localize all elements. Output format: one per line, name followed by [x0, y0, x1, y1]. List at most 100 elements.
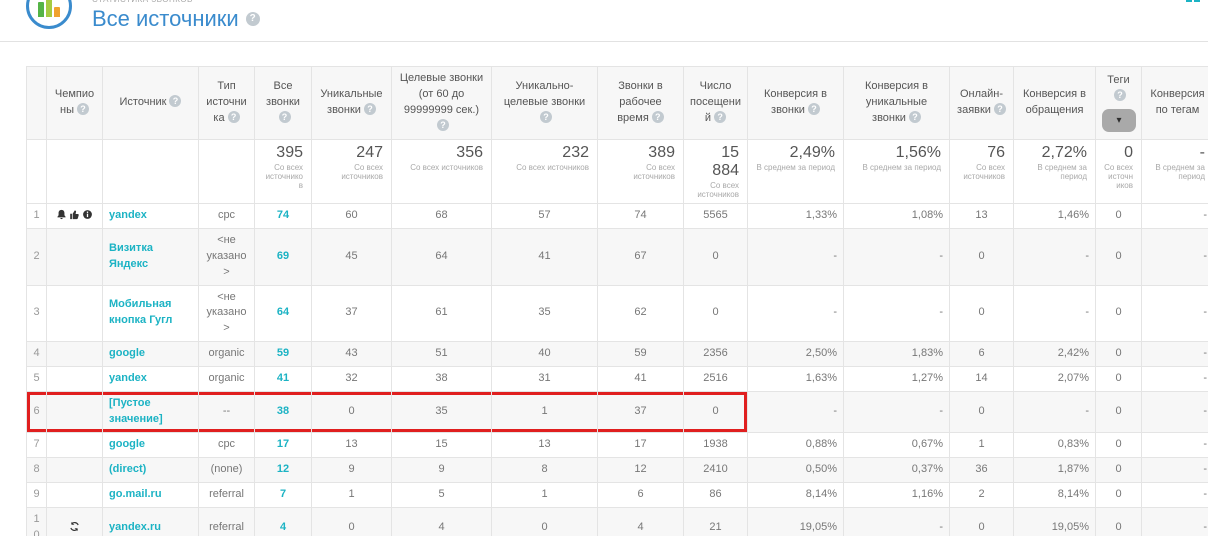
question-icon[interactable]: ? — [278, 110, 291, 123]
question-icon[interactable]: ? — [908, 110, 921, 123]
calls-link[interactable]: 38 — [276, 405, 290, 418]
report-header: СТАТИСТИКА ЗВОНКОВ Все источники ? — [0, 0, 1208, 33]
calls-link[interactable]: 41 — [276, 372, 290, 385]
cell-champions — [46, 457, 103, 483]
question-icon[interactable]: ? — [76, 102, 89, 115]
source-link[interactable]: (direct) — [109, 463, 147, 475]
cell-source: Мобильная кнопка Гугл — [102, 284, 199, 343]
question-icon[interactable]: ? — [807, 102, 820, 115]
cell-target_calls-highlighted: 35 — [391, 391, 492, 434]
cell-unique_calls: 1 — [311, 481, 392, 508]
cell-visits-highlighted: 0 — [683, 391, 748, 434]
total-caption: В среднем за период — [1037, 162, 1087, 181]
chevron-down-icon: ▾ — [1116, 114, 1122, 126]
column-label: Звонки в рабочее время — [617, 79, 663, 124]
question-icon[interactable]: ? — [169, 94, 182, 107]
cell-source: yandex — [102, 366, 199, 393]
column-label: Уникально-целевые звонки — [503, 79, 586, 108]
column-header-type[interactable]: Тип источника? — [198, 66, 255, 140]
calls-link[interactable]: 74 — [276, 208, 290, 221]
calls-link[interactable]: 69 — [276, 249, 290, 262]
total-value: 395 — [276, 143, 303, 161]
question-icon[interactable]: ? — [540, 110, 552, 123]
question-icon[interactable]: ? — [714, 110, 727, 123]
cell-calls: 41 — [254, 366, 312, 393]
question-icon[interactable]: ? — [437, 118, 449, 131]
calls-link[interactable]: 4 — [279, 520, 287, 533]
cell-unique_calls: 43 — [311, 341, 392, 368]
cell-conv_unique_calls: 1,83% — [843, 341, 950, 368]
question-icon[interactable]: ? — [227, 110, 240, 123]
source-link[interactable]: yandex — [109, 372, 147, 385]
cell-conv_unique_calls: - — [843, 284, 950, 343]
cell-online_orders: 13 — [949, 202, 1014, 229]
column-header-source[interactable]: Источник? — [102, 66, 199, 140]
calls-link[interactable]: 64 — [276, 306, 290, 319]
total-caption: Со всех источников — [410, 162, 483, 172]
cell-tags: 0 — [1095, 202, 1142, 229]
table-row: 4 google organic 59 43 51 40 59 2356 2,50% 1,83% 6 2… — [26, 341, 1208, 368]
column-header-worktime_calls[interactable]: Звонки в рабочее время? — [597, 66, 684, 140]
column-label: Тип источника — [206, 79, 247, 124]
source-link[interactable]: Мобильная кнопка Гугл — [109, 298, 173, 327]
cell-source: Визитка Яндекс — [102, 227, 199, 286]
column-header-unique_target_calls[interactable]: Уникально-целевые звонки? — [491, 66, 598, 140]
calls-link[interactable]: 12 — [276, 463, 290, 475]
column-header-conv_unique_calls[interactable]: Конверсия в уникальные звонки? — [843, 66, 950, 140]
total-online_orders: 76 Со всех источников — [949, 138, 1014, 204]
column-header-conv_by_tags[interactable]: Конверсия по тегам — [1141, 66, 1208, 140]
cell-source: (direct) — [102, 457, 199, 483]
calls-link[interactable]: 7 — [279, 487, 287, 500]
column-header-calls[interactable]: Все звонки? — [254, 66, 312, 140]
report-section-label: СТАТИСТИКА ЗВОНКОВ — [92, 0, 1208, 4]
column-header-online_orders[interactable]: Онлайн-заявки? — [949, 66, 1014, 140]
cell-type: (none) — [198, 457, 255, 483]
question-icon[interactable]: ? — [245, 12, 260, 26]
column-header-tags[interactable]: Теги? ▾ — [1095, 66, 1142, 140]
calls-link[interactable]: 59 — [276, 347, 290, 360]
column-header-conv_requests[interactable]: Конверсия в обращения — [1013, 66, 1096, 140]
cell-champions — [46, 481, 103, 508]
cell-target_calls: 38 — [391, 366, 492, 393]
total-value: 76 — [987, 143, 1005, 161]
column-header-unique_calls[interactable]: Уникальные звонки? — [311, 66, 392, 140]
source-link[interactable]: Визитка Яндекс — [109, 241, 153, 270]
column-header-conv_calls[interactable]: Конверсия в звонки? — [747, 66, 844, 140]
source-link[interactable]: google — [109, 347, 146, 360]
table-row: 6 [Пустое значение] -- 38 0 35 1 37 0- -0-0- — [26, 391, 1208, 434]
column-header-visits[interactable]: Число посещений? — [683, 66, 748, 140]
cell-visits: 86 — [683, 481, 748, 508]
cell-online_orders: 14 — [949, 366, 1014, 393]
source-link[interactable]: [Пустое значение] — [109, 397, 163, 426]
column-label: Уникальные звонки — [320, 87, 383, 116]
cell-conv_unique_calls: 1,08% — [843, 202, 950, 229]
cell-online_orders: 2 — [949, 481, 1014, 508]
cell-worktime_calls: 4 — [597, 506, 684, 536]
source-link[interactable]: google — [109, 438, 146, 451]
cell-unique_target_calls: 8 — [491, 457, 598, 483]
source-link[interactable]: yandex.ru — [109, 520, 161, 533]
source-link[interactable]: go.mail.ru — [109, 487, 162, 500]
total-caption: Со всех источников — [516, 162, 589, 172]
total-caption: Со всех источников — [633, 162, 675, 181]
column-header-target_calls[interactable]: Целевые звонки (от 60 до 99999999 сек.)? — [391, 66, 492, 140]
cell-worktime_calls: 41 — [597, 366, 684, 393]
cell-target_calls: 9 — [391, 457, 492, 483]
source-link[interactable]: yandex — [109, 208, 147, 221]
column-header-champions[interactable]: Чемпионы? — [46, 66, 103, 140]
cell-unique_target_calls: 0 — [491, 506, 598, 536]
cell-tags: 0 — [1095, 391, 1142, 434]
cell-visits: 21 — [683, 506, 748, 536]
cell-worktime_calls: 12 — [597, 457, 684, 483]
cell-conv_unique_calls: 1,27% — [843, 366, 950, 393]
calls-link[interactable]: 17 — [276, 438, 290, 451]
question-icon[interactable]: ? — [363, 102, 376, 115]
cell-tags: 0 — [1095, 227, 1142, 286]
tags-filter-button[interactable]: ▾ — [1102, 109, 1136, 133]
grid-icon[interactable] — [1186, 0, 1200, 2]
cell-worktime_calls: 17 — [597, 432, 684, 458]
cell-calls: 64 — [254, 284, 312, 343]
question-icon[interactable]: ? — [651, 110, 664, 123]
question-icon[interactable]: ? — [1114, 89, 1126, 102]
question-icon[interactable]: ? — [993, 102, 1006, 115]
